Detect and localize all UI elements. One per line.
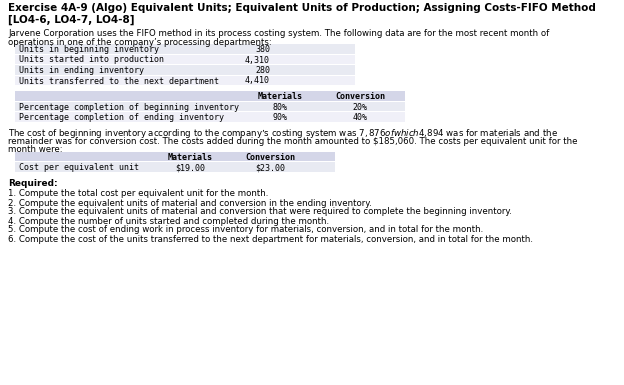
Text: Units started into production: Units started into production xyxy=(19,55,164,65)
Text: Conversion: Conversion xyxy=(245,152,295,161)
Bar xyxy=(15,44,355,54)
Text: Cost per equivalent unit: Cost per equivalent unit xyxy=(19,163,139,172)
Text: 4. Compute the number of units started and completed during the month.: 4. Compute the number of units started a… xyxy=(8,216,329,226)
Text: 1. Compute the total cost per equivalent unit for the month.: 1. Compute the total cost per equivalent… xyxy=(8,189,268,199)
Bar xyxy=(15,91,405,100)
Text: month were:: month were: xyxy=(8,146,62,154)
Text: 3. Compute the equivalent units of material and conversion that were required to: 3. Compute the equivalent units of mater… xyxy=(8,208,512,216)
Text: 90%: 90% xyxy=(273,113,288,122)
Text: Materials: Materials xyxy=(167,152,213,161)
Text: Units transferred to the next department: Units transferred to the next department xyxy=(19,77,219,85)
Text: The cost of beginning inventory according to the company’s costing system was $7: The cost of beginning inventory accordin… xyxy=(8,127,558,141)
Text: remainder was for conversion cost. The costs added during the month amounted to : remainder was for conversion cost. The c… xyxy=(8,137,577,146)
Text: 2. Compute the equivalent units of material and conversion in the ending invento: 2. Compute the equivalent units of mater… xyxy=(8,199,372,208)
Text: 4,310: 4,310 xyxy=(245,55,270,65)
Text: 4,410: 4,410 xyxy=(245,77,270,85)
Text: 5. Compute the cost of ending work in process inventory for materials, conversio: 5. Compute the cost of ending work in pr… xyxy=(8,226,483,234)
Text: Percentage completion of beginning inventory: Percentage completion of beginning inven… xyxy=(19,102,239,112)
Bar xyxy=(15,75,355,85)
Text: Units in beginning inventory: Units in beginning inventory xyxy=(19,45,159,54)
Bar xyxy=(15,112,405,122)
Text: $19.00: $19.00 xyxy=(175,163,205,172)
Bar xyxy=(15,65,355,75)
Text: 20%: 20% xyxy=(353,102,368,112)
Text: 380: 380 xyxy=(255,45,270,54)
Bar xyxy=(15,162,335,171)
Text: Required:: Required: xyxy=(8,179,57,189)
Text: $23.00: $23.00 xyxy=(255,163,285,172)
Bar xyxy=(15,152,335,161)
Text: Exercise 4A-9 (Algo) Equivalent Units; Equivalent Units of Production; Assigning: Exercise 4A-9 (Algo) Equivalent Units; E… xyxy=(8,3,596,13)
Text: 280: 280 xyxy=(255,66,270,75)
Text: Jarvene Corporation uses the FIFO method in its process costing system. The foll: Jarvene Corporation uses the FIFO method… xyxy=(8,29,549,38)
Bar xyxy=(15,102,405,111)
Text: 80%: 80% xyxy=(273,102,288,112)
Bar xyxy=(15,55,355,64)
Text: Units in ending inventory: Units in ending inventory xyxy=(19,66,144,75)
Text: Materials: Materials xyxy=(258,92,303,101)
Text: [LO4-6, LO4-7, LO4-8]: [LO4-6, LO4-7, LO4-8] xyxy=(8,15,135,25)
Text: operations in one of the company’s processing departments:: operations in one of the company’s proce… xyxy=(8,38,271,47)
Text: 6. Compute the cost of the units transferred to the next department for material: 6. Compute the cost of the units transfe… xyxy=(8,234,533,243)
Text: Percentage completion of ending inventory: Percentage completion of ending inventor… xyxy=(19,113,224,122)
Text: 40%: 40% xyxy=(353,113,368,122)
Text: Conversion: Conversion xyxy=(335,92,385,101)
